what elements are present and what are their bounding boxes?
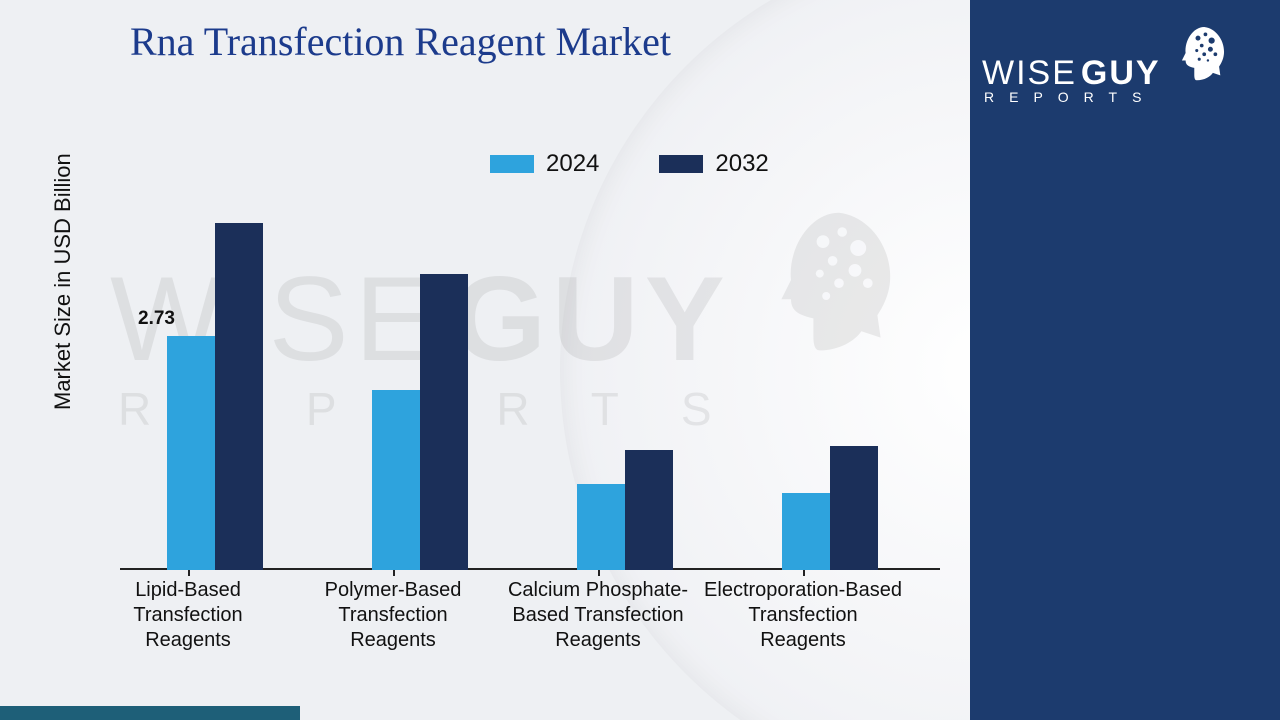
logo-word-reports: REPORTS [984,89,1252,105]
bar-2032 [420,274,468,570]
chart-legend: 2024 2032 [490,150,769,178]
bar-group [755,446,905,570]
legend-swatch-2024 [490,155,534,173]
head-icon [1167,22,1229,84]
x-tick [188,570,190,576]
category-label: Electroporation-Based Transfection Reage… [703,578,903,653]
bar-chart: Market Size in USD Billion 2024 2032 2.7… [60,160,960,680]
legend-label: 2024 [546,150,599,178]
legend-label: 2032 [715,150,768,178]
x-tick [393,570,395,576]
bar-value-label: 2.73 [138,308,175,330]
bar-group [140,223,290,570]
page-title: Rna Transfection Reagent Market [130,18,671,65]
bar-2032 [625,450,673,570]
y-axis-label: Market Size in USD Billion [50,153,76,410]
x-tick [803,570,805,576]
category-label: Lipid-Based Transfection Reagents [88,578,288,653]
bar-2032 [830,446,878,570]
x-tick [598,570,600,576]
bar-2024 [167,336,215,570]
logo-word-wise: WISE [982,54,1077,93]
legend-item: 2024 [490,150,599,178]
brand-logo: WISE GUY REPORTS [982,22,1252,102]
bar-2024 [577,484,625,570]
category-label: Polymer-Based Transfection Reagents [293,578,493,653]
category-label: Calcium Phosphate-Based Transfection Rea… [498,578,698,653]
bar-2032 [215,223,263,570]
logo-word-guy: GUY [1081,54,1161,93]
bar-group [345,274,495,570]
legend-swatch-2032 [659,155,703,173]
bar-group [550,450,700,570]
bottom-accent-bar [0,706,300,720]
legend-item: 2032 [659,150,768,178]
right-panel [970,0,1280,720]
plot-area: 2.73Lipid-Based Transfection ReagentsPol… [120,210,940,570]
bar-2024 [372,390,420,570]
bar-2024 [782,493,830,570]
